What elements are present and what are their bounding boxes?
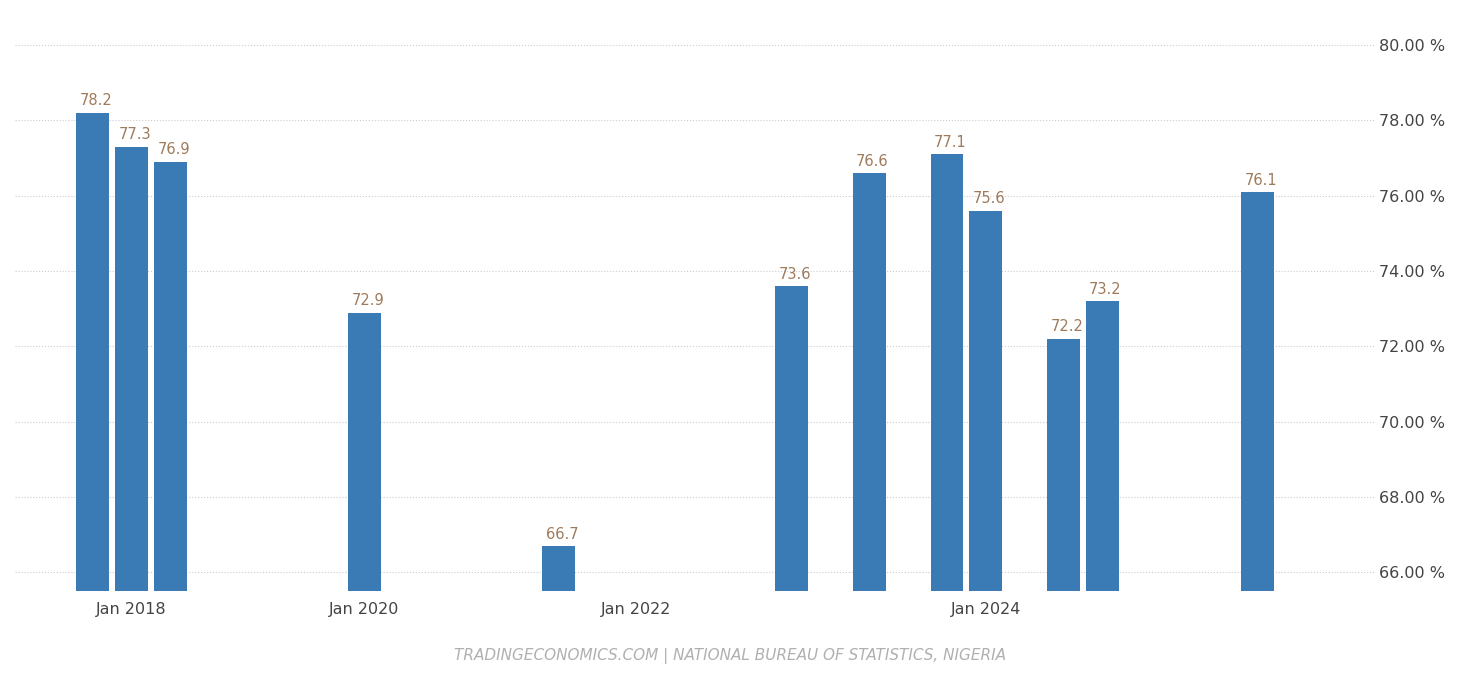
Bar (969, 211, 1002, 592)
Bar (775, 286, 807, 592)
Bar (1047, 339, 1080, 592)
Bar (347, 313, 381, 592)
Bar (76, 113, 110, 592)
Bar (1086, 301, 1118, 592)
Bar (115, 147, 147, 592)
Text: 78.2: 78.2 (80, 93, 112, 108)
Text: 76.1: 76.1 (1244, 173, 1278, 188)
Bar (542, 546, 575, 592)
Text: TRADINGECONOMICS.COM | NATIONAL BUREAU OF STATISTICS, NIGERIA: TRADINGECONOMICS.COM | NATIONAL BUREAU O… (454, 648, 1006, 664)
Text: 77.3: 77.3 (118, 127, 150, 142)
Text: 73.6: 73.6 (778, 267, 812, 282)
Bar (853, 173, 886, 592)
Text: 72.9: 72.9 (352, 293, 384, 308)
Text: 72.2: 72.2 (1050, 320, 1083, 335)
Text: 75.6: 75.6 (972, 191, 1006, 206)
Text: 66.7: 66.7 (546, 526, 578, 541)
Text: 76.9: 76.9 (158, 142, 190, 157)
Bar (1241, 192, 1273, 592)
Text: 77.1: 77.1 (934, 135, 967, 150)
Text: 76.6: 76.6 (856, 154, 889, 169)
Text: 73.2: 73.2 (1089, 282, 1121, 296)
Bar (930, 154, 964, 592)
Bar (153, 162, 187, 592)
